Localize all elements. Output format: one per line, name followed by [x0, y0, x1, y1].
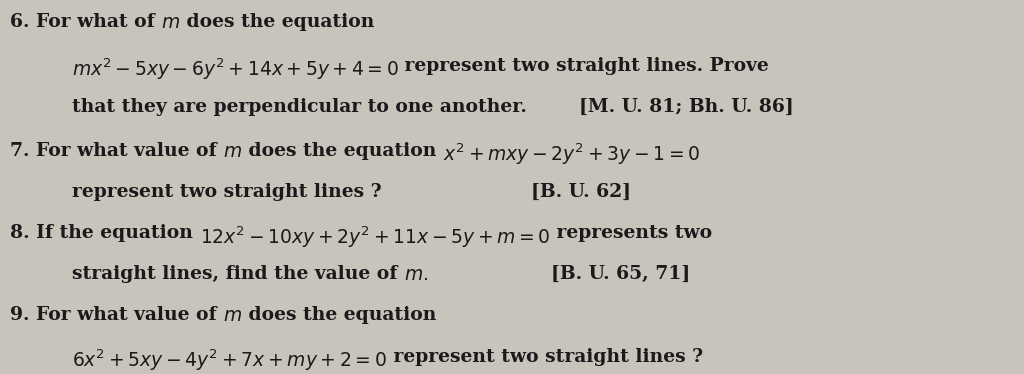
Text: $m$: $m$	[223, 142, 243, 161]
Text: does the equation: does the equation	[243, 142, 443, 160]
Text: 8. If the equation: 8. If the equation	[10, 224, 200, 242]
Text: 7. For what value of: 7. For what value of	[10, 142, 223, 160]
Text: represent two straight lines ?: represent two straight lines ?	[72, 183, 381, 201]
Text: [B. U. 65, 71]: [B. U. 65, 71]	[551, 265, 690, 283]
Text: $mx^2-5xy-6y^2+14x+5y+4=0$: $mx^2-5xy-6y^2+14x+5y+4=0$	[72, 57, 398, 82]
Text: represents two: represents two	[550, 224, 713, 242]
Text: represent two straight lines ?: represent two straight lines ?	[386, 347, 702, 365]
Text: $m.$: $m.$	[403, 265, 428, 284]
Text: [B. U. 62]: [B. U. 62]	[530, 183, 631, 201]
Text: $m$: $m$	[223, 306, 243, 325]
Text: [M. U. 81; Bh. U. 86]: [M. U. 81; Bh. U. 86]	[579, 98, 794, 116]
Text: $x^2+mxy-2y^2+3y-1=0$: $x^2+mxy-2y^2+3y-1=0$	[443, 142, 700, 167]
Text: straight lines, find the value of: straight lines, find the value of	[72, 265, 403, 283]
Text: does the equation: does the equation	[243, 306, 436, 324]
Text: does the equation: does the equation	[180, 13, 375, 31]
Text: that they are perpendicular to one another.: that they are perpendicular to one anoth…	[72, 98, 526, 116]
Text: represent two straight lines. Prove: represent two straight lines. Prove	[398, 57, 769, 75]
Text: 9. For what value of: 9. For what value of	[10, 306, 223, 324]
Text: $12x^2-10xy+2y^2+11x-5y+m=0$: $12x^2-10xy+2y^2+11x-5y+m=0$	[200, 224, 550, 249]
Text: $6x^2+5xy-4y^2+7x+my+2=0$: $6x^2+5xy-4y^2+7x+my+2=0$	[72, 347, 386, 373]
Text: $m$: $m$	[162, 13, 180, 32]
Text: 6. For what of: 6. For what of	[10, 13, 162, 31]
